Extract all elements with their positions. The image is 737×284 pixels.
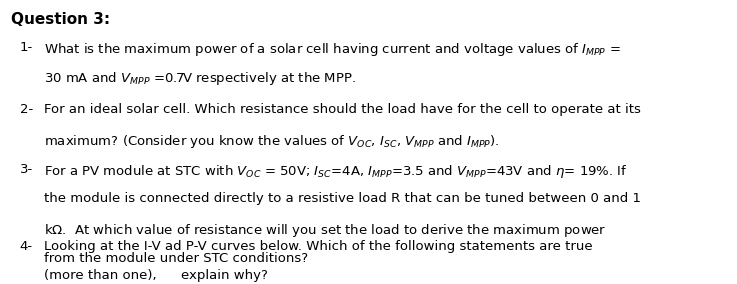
Text: from the module under STC conditions?: from the module under STC conditions? [44, 252, 309, 265]
Text: For a PV module at STC with $V_{OC}$ = 50V; $I_{SC}$=4A, $I_{MPP}$=3.5 and $V_{M: For a PV module at STC with $V_{OC}$ = 5… [44, 163, 628, 180]
Text: What is the maximum power of a solar cell having current and voltage values of $: What is the maximum power of a solar cel… [44, 41, 621, 57]
Text: Looking at the I-V ad P-V curves below. Which of the following statements are tr: Looking at the I-V ad P-V curves below. … [44, 240, 593, 252]
Text: 3-: 3- [20, 163, 32, 176]
Text: Question 3:: Question 3: [12, 12, 111, 27]
Text: 1-: 1- [20, 41, 32, 53]
Text: 2-: 2- [20, 103, 32, 116]
Text: maximum? (Consider you know the values of $V_{OC}$, $I_{SC}$, $V_{MPP}$ and $I_{: maximum? (Consider you know the values o… [44, 133, 500, 150]
Text: For an ideal solar cell. Which resistance should the load have for the cell to o: For an ideal solar cell. Which resistanc… [44, 103, 641, 116]
Text: 4-: 4- [20, 240, 32, 252]
Text: (more than one),: (more than one), [44, 269, 161, 282]
Text: explain why?: explain why? [181, 269, 268, 282]
Text: k$\Omega$.  At which value of resistance will you set the load to derive the max: k$\Omega$. At which value of resistance … [44, 222, 607, 239]
Text: 30 mA and $V_{MPP}$ =0.7V respectively at the MPP.: 30 mA and $V_{MPP}$ =0.7V respectively a… [44, 70, 356, 87]
Text: the module is connected directly to a resistive load R that can be tuned between: the module is connected directly to a re… [44, 193, 641, 205]
